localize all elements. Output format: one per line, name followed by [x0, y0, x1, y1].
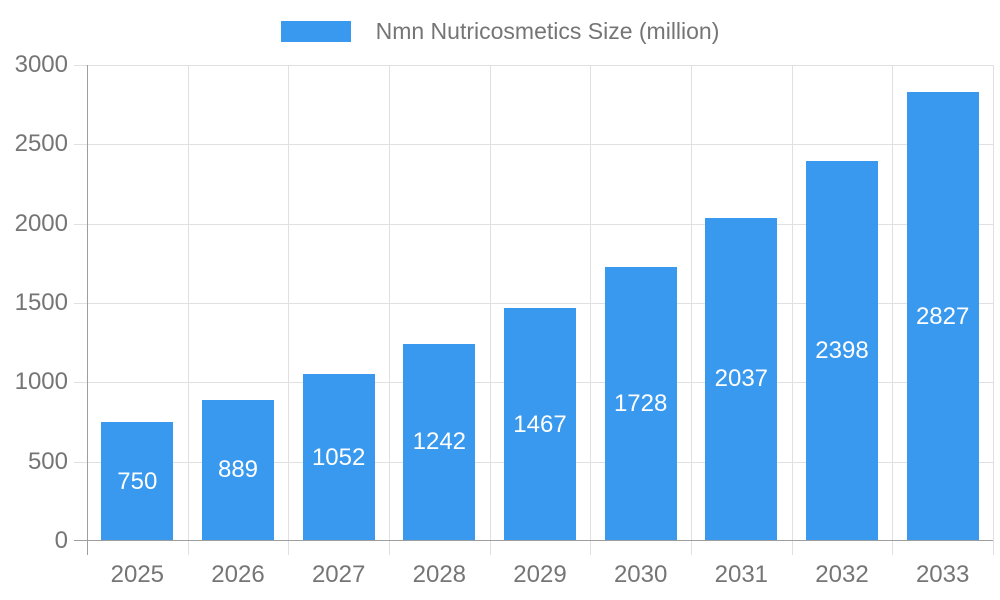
bar-value-label: 889 — [217, 456, 259, 484]
x-axis-line — [74, 540, 993, 541]
y-axis-tick-label: 3000 — [14, 51, 68, 78]
gridline-vertical — [691, 65, 692, 555]
gridline-horizontal — [74, 303, 993, 304]
chart-legend[interactable]: Nmn Nutricosmetics Size (million) — [0, 20, 1000, 43]
bar-value-label: 750 — [117, 467, 158, 495]
y-axis-tick-label: 500 — [27, 447, 68, 475]
gridline-horizontal — [74, 223, 993, 225]
y-axis-tick-label: 1500 — [14, 289, 68, 316]
gridline-horizontal — [74, 65, 993, 66]
legend-swatch — [280, 21, 351, 42]
bar-2027[interactable]: 1052 — [302, 374, 375, 541]
bar-value-label: 2037 — [714, 365, 769, 393]
bar-value-label: 1728 — [613, 389, 668, 417]
y-axis-tick-label: 0 — [54, 527, 68, 554]
x-axis-tick-label: 2026 — [211, 561, 265, 588]
x-axis-tick-label: 2028 — [412, 561, 467, 588]
plot-area: 0 500 1000 1500 2000 2500 3000 750 2025 889 2026 10… — [15, 53, 994, 587]
y-axis-tick-label: 1000 — [14, 368, 68, 396]
legend-label: Nmn Nutricosmetics Size (million) — [375, 18, 720, 44]
bar-value-label: 2827 — [915, 302, 970, 330]
x-axis-tick-label: 2030 — [613, 561, 668, 588]
x-axis-tick-label: 2027 — [311, 561, 366, 588]
bar-value-label: 1242 — [412, 428, 467, 456]
y-axis-tick-label: 2500 — [14, 130, 68, 158]
bar-2025[interactable]: 750 — [101, 422, 174, 541]
bar-2032[interactable]: 2398 — [806, 160, 878, 541]
bar-2033[interactable]: 2827 — [906, 92, 979, 541]
x-axis-tick-label: 2029 — [513, 561, 567, 588]
gridline-vertical — [187, 65, 189, 555]
x-axis-tick-label: 2025 — [110, 561, 165, 588]
gridline-vertical — [791, 65, 793, 555]
bar-2028[interactable]: 1242 — [403, 343, 476, 541]
gridline-vertical — [892, 65, 894, 555]
gridline-vertical — [993, 65, 994, 555]
gridline-vertical — [489, 65, 491, 555]
gridline-vertical — [389, 65, 390, 555]
bar-2030[interactable]: 1728 — [604, 266, 677, 541]
bar-value-label: 1052 — [311, 443, 366, 471]
gridline-vertical — [288, 65, 290, 555]
bar-value-label: 1467 — [513, 410, 567, 438]
x-axis-tick-label: 2032 — [815, 561, 869, 588]
bar-2029[interactable]: 1467 — [504, 308, 576, 541]
x-axis-tick-label: 2031 — [714, 561, 769, 588]
bar-2031[interactable]: 2037 — [705, 217, 778, 541]
gridline-vertical — [590, 65, 592, 555]
bar-value-label: 2398 — [815, 336, 869, 364]
y-axis-tick-label: 2000 — [14, 209, 68, 237]
bar-2026[interactable]: 889 — [202, 399, 274, 541]
gridline-horizontal — [74, 144, 993, 146]
x-axis-tick-label: 2033 — [915, 561, 970, 588]
y-axis-line — [87, 65, 88, 555]
